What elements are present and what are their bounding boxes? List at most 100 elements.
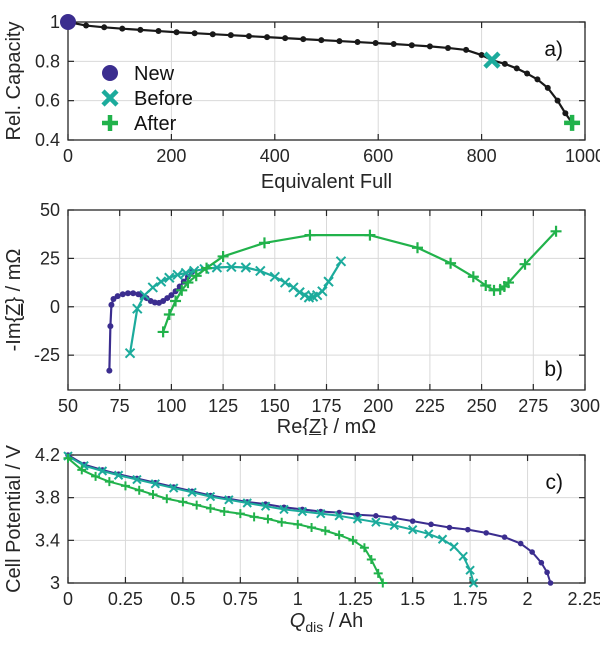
marker-dot [106,367,113,374]
marker-dot [191,30,198,37]
x-tick-label: 2 [523,589,533,609]
x-tick-label: 225 [415,396,445,416]
y-tick-label: 50 [40,200,60,220]
marker-x [211,262,223,273]
marker-dot [336,38,343,45]
legend-item-after: After [102,113,177,135]
grid-lines [68,210,585,390]
y-tick-label: -25 [34,345,60,365]
marker-dot [107,323,114,330]
marker-x [424,529,434,539]
marker-x [260,501,271,511]
marker-dot [373,513,379,519]
marker-dot [101,24,108,31]
marker-dot [227,32,234,39]
marker-plus [134,485,144,495]
marker-dot [391,515,398,521]
marker-plus [148,489,158,499]
marker-plus [378,578,388,588]
marker-plus [77,465,87,475]
marker-x [279,504,289,515]
series-line [67,454,552,584]
marker-plus [366,555,376,565]
marker-plus [334,530,344,540]
y-tick-labels: 0.4 0.6 0.8 1 [35,12,60,150]
marker-dot [554,97,561,104]
marker-dot [544,569,550,576]
marker-dot [354,39,361,46]
marker-x [205,491,216,502]
marker-x [316,508,326,519]
x-tick-label: 600 [363,146,393,166]
marker-dot [408,42,415,49]
y-tick-labels: -25 0 25 50 [34,200,60,365]
series-relative-capacity-vs-cycles [65,19,576,126]
marker-x [139,289,150,301]
point-after [564,114,581,131]
x-tick-label: 1.75 [453,589,488,609]
marker-dot [478,52,485,59]
marker-plus [373,568,383,578]
marker-x [132,303,143,314]
x-tick-label: 275 [518,396,548,416]
y-tick-label: 3.8 [35,488,60,508]
marker-x [297,506,308,517]
marker-x [437,534,448,544]
marker-dot [513,65,520,72]
marker-x [294,287,305,298]
marker-x [483,51,501,69]
marker-plus [304,229,316,241]
marker-x [334,511,344,521]
marker-x [389,520,399,531]
series-after [63,453,388,588]
axes-box [67,454,586,584]
marker-plus [120,481,130,491]
marker-plus [91,471,101,481]
marker-dot [137,26,144,33]
y-tick-label: 3.4 [35,530,60,550]
legend-label: Before [134,88,193,110]
marker-x [335,256,347,267]
series-before [63,451,479,588]
marker-plus [307,523,317,533]
point-before [483,51,501,69]
x-tick-label: 100 [156,396,186,416]
marker-dot [544,84,551,91]
marker-plus [102,115,118,131]
x-tick-label: 0 [63,146,73,166]
marker-dot [372,40,379,47]
marker-plus [249,512,259,522]
x-tick-label: 125 [208,396,238,416]
marker-plus [502,277,514,289]
x-tick-label: 250 [467,396,497,416]
marker-plus [480,279,492,291]
marker-x [147,282,158,293]
panel-label-c: c) [546,471,564,494]
x-tick-label: 75 [110,396,130,416]
legend-label: New [134,63,175,85]
marker-dot [119,291,126,298]
marker-plus [467,271,479,283]
marker-x [269,271,281,282]
marker-plus [190,270,202,282]
marker-plus [217,250,229,262]
marker-x [97,466,108,476]
point-new [60,14,76,30]
x-tick-label: 800 [467,146,497,166]
x-tick-label: 0.25 [108,589,143,609]
marker-dot [209,31,216,38]
marker-x [242,498,252,508]
marker-x [180,267,192,279]
marker-x [172,269,183,281]
y-tick-label: 1 [50,12,60,32]
marker-x [240,262,252,273]
marker-x [164,272,175,283]
marker-dot [318,37,325,44]
marker-dot [409,518,416,524]
marker-x [317,286,328,297]
marker-x [458,551,468,562]
series-after [157,225,562,338]
series-line [162,230,557,333]
marker-x [226,261,237,273]
